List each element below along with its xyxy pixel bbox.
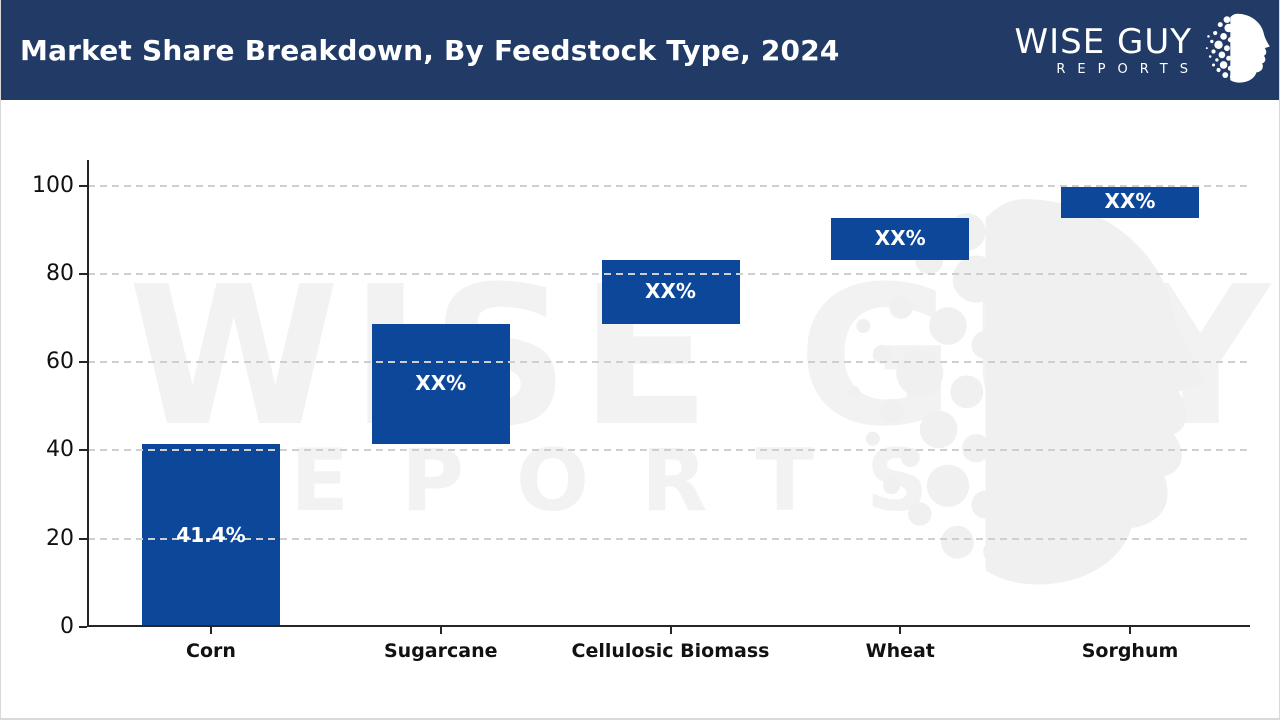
y-tick-20 [79, 537, 87, 540]
brand-logo: WISE GUY REPORTS [990, 0, 1280, 100]
x-tick-sugarcane [439, 627, 442, 634]
y-tick-label-0: 0 [60, 614, 74, 639]
brand-logo-subtitle: REPORTS [1056, 62, 1200, 77]
bar-corn [142, 444, 280, 627]
gridline-80 [88, 272, 1250, 275]
y-tick-label-40: 40 [46, 437, 74, 463]
y-tick-40 [79, 449, 87, 452]
y-tick-100 [79, 184, 87, 187]
bar-cellulosic-biomass [601, 260, 740, 325]
bar-label-sugarcane: XX% [415, 371, 467, 396]
x-tick-wheat [899, 627, 902, 634]
gridline-40 [88, 449, 1250, 452]
x-tick-label-cellulosic-biomass: Cellulosic Biomass [571, 640, 770, 662]
gridline-60 [88, 361, 1250, 364]
y-axis-line [87, 160, 89, 627]
y-tick-label-20: 20 [46, 525, 74, 551]
bar-sugarcane [371, 324, 510, 445]
x-tick-label-sugarcane: Sugarcane [384, 640, 498, 662]
gridline-20 [88, 537, 1250, 540]
bar-label-wheat: XX% [874, 225, 926, 250]
bar-label-cellulosic-biomass: XX% [645, 279, 696, 304]
gridline-100 [88, 184, 1250, 187]
x-axis-line [87, 625, 1250, 627]
y-tick-label-80: 80 [46, 260, 74, 286]
x-tick-label-corn: Corn [186, 640, 236, 662]
x-tick-corn [210, 627, 212, 634]
y-tick-80 [79, 272, 87, 275]
y-tick-60 [79, 361, 87, 364]
y-tick-0 [79, 626, 87, 628]
brand-head-icon [1205, 13, 1270, 83]
header-bar: Market Share Breakdown, By Feedstock Typ… [0, 0, 1280, 100]
y-tick-label-60: 60 [46, 349, 74, 375]
brand-logo-wordmark: WISE GUY [1014, 22, 1192, 62]
y-tick-label-100: 100 [32, 172, 74, 198]
x-tick-sorghum [1129, 627, 1131, 634]
bar-label-corn: 41.4% [176, 522, 246, 547]
x-tick-label-wheat: Wheat [865, 640, 935, 662]
page-title: Market Share Breakdown, By Feedstock Typ… [20, 33, 840, 67]
x-tick-cellulosic-biomass [669, 627, 672, 634]
bar-label-sorghum: XX% [1104, 189, 1156, 214]
x-tick-label-sorghum: Sorghum [1081, 640, 1179, 662]
